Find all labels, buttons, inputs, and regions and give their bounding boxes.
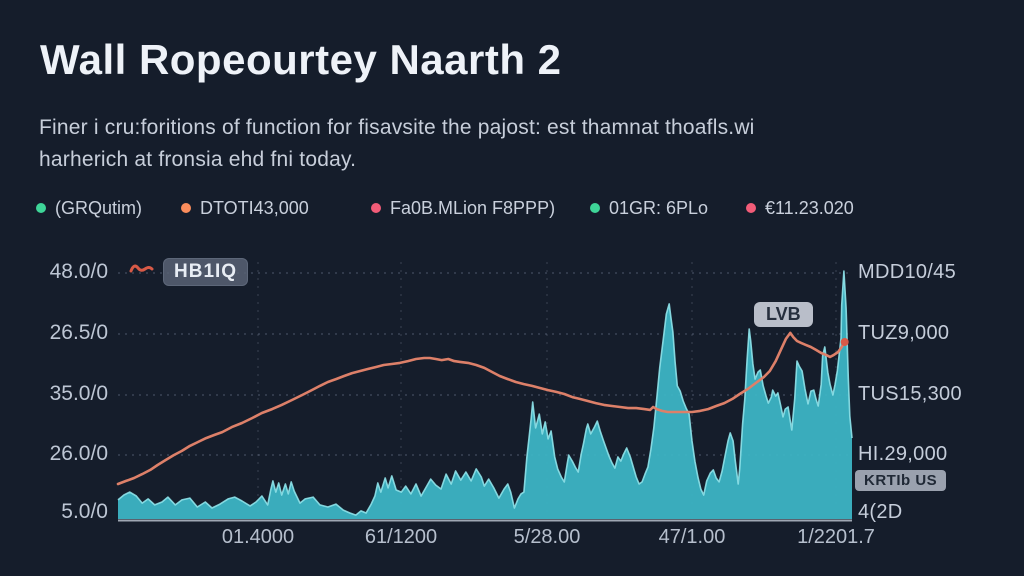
legend-item-0[interactable]: (GRQutim) xyxy=(36,197,142,219)
legend-label: (GRQutim) xyxy=(55,197,142,218)
legend-label: Fa0B.MLion F8PPP) xyxy=(390,197,556,218)
legend-label: DTOTI43,000 xyxy=(200,197,309,218)
legend-label: €11.23.020 xyxy=(765,197,854,218)
right-axis-label-3: HI.29,000 xyxy=(858,443,948,465)
chart-series xyxy=(116,270,853,519)
legend-item-3[interactable]: 01GR: 6PLo xyxy=(590,197,708,219)
chart-annotation-badge-top-left: HB1IQ xyxy=(163,258,249,286)
y-axis-tick-3: 26.0/0 xyxy=(49,442,108,465)
x-axis-tick-2: 5/28.00 xyxy=(513,526,581,548)
x-axis-tick-1: 61/1200 xyxy=(364,526,438,548)
legend-dot-icon xyxy=(590,203,600,213)
subtitle-line-1: Finer i cru:foritions of function for fi… xyxy=(39,116,755,139)
legend-dot-icon xyxy=(181,203,191,213)
right-axis-badge: KRTIb US xyxy=(855,470,947,491)
y-axis-tick-4: 5.0/0 xyxy=(61,500,108,523)
x-axis-tick-3: 47/1.00 xyxy=(658,526,726,548)
right-axis-label-2: TUS15,300 xyxy=(858,383,962,405)
legend-dot-icon xyxy=(371,203,381,213)
legend-label: 01GR: 6PLo xyxy=(609,197,709,218)
legend-item-2[interactable]: Fa0B.MLion F8PPP) xyxy=(371,197,555,219)
y-axis-tick-1: 26.5/0 xyxy=(49,321,108,344)
legend-dot-icon xyxy=(36,203,46,213)
y-axis-tick-0: 48.0/0 xyxy=(49,260,108,283)
subtitle-line-2: harherich at fronsia ehd fni today. xyxy=(39,148,357,171)
price-chart-canvas[interactable] xyxy=(0,248,1024,538)
chart-annotation-badge-peak: LVB xyxy=(754,302,813,327)
page-subtitle: Finer i cru:foritions of function for fi… xyxy=(39,112,755,176)
series-end-dot xyxy=(840,338,849,346)
sparkline-squiggle-icon xyxy=(129,264,154,273)
x-axis-tick-4: 1/2201.7 xyxy=(797,526,875,548)
legend-dot-icon xyxy=(746,203,756,213)
x-axis-tick-0: 01.4000 xyxy=(221,526,295,548)
legend-item-4[interactable]: €11.23.020 xyxy=(746,197,854,219)
right-axis-label-4: 4(2D xyxy=(858,501,903,523)
right-axis-label-0: MDD10/45 xyxy=(858,261,956,283)
legend-item-1[interactable]: DTOTI43,000 xyxy=(181,197,309,219)
page-title: Wall Ropeourtey Naarth 2 xyxy=(40,36,562,83)
y-axis-tick-2: 35.0/0 xyxy=(49,382,108,405)
right-axis-label-1: TUZ9,000 xyxy=(858,322,950,344)
